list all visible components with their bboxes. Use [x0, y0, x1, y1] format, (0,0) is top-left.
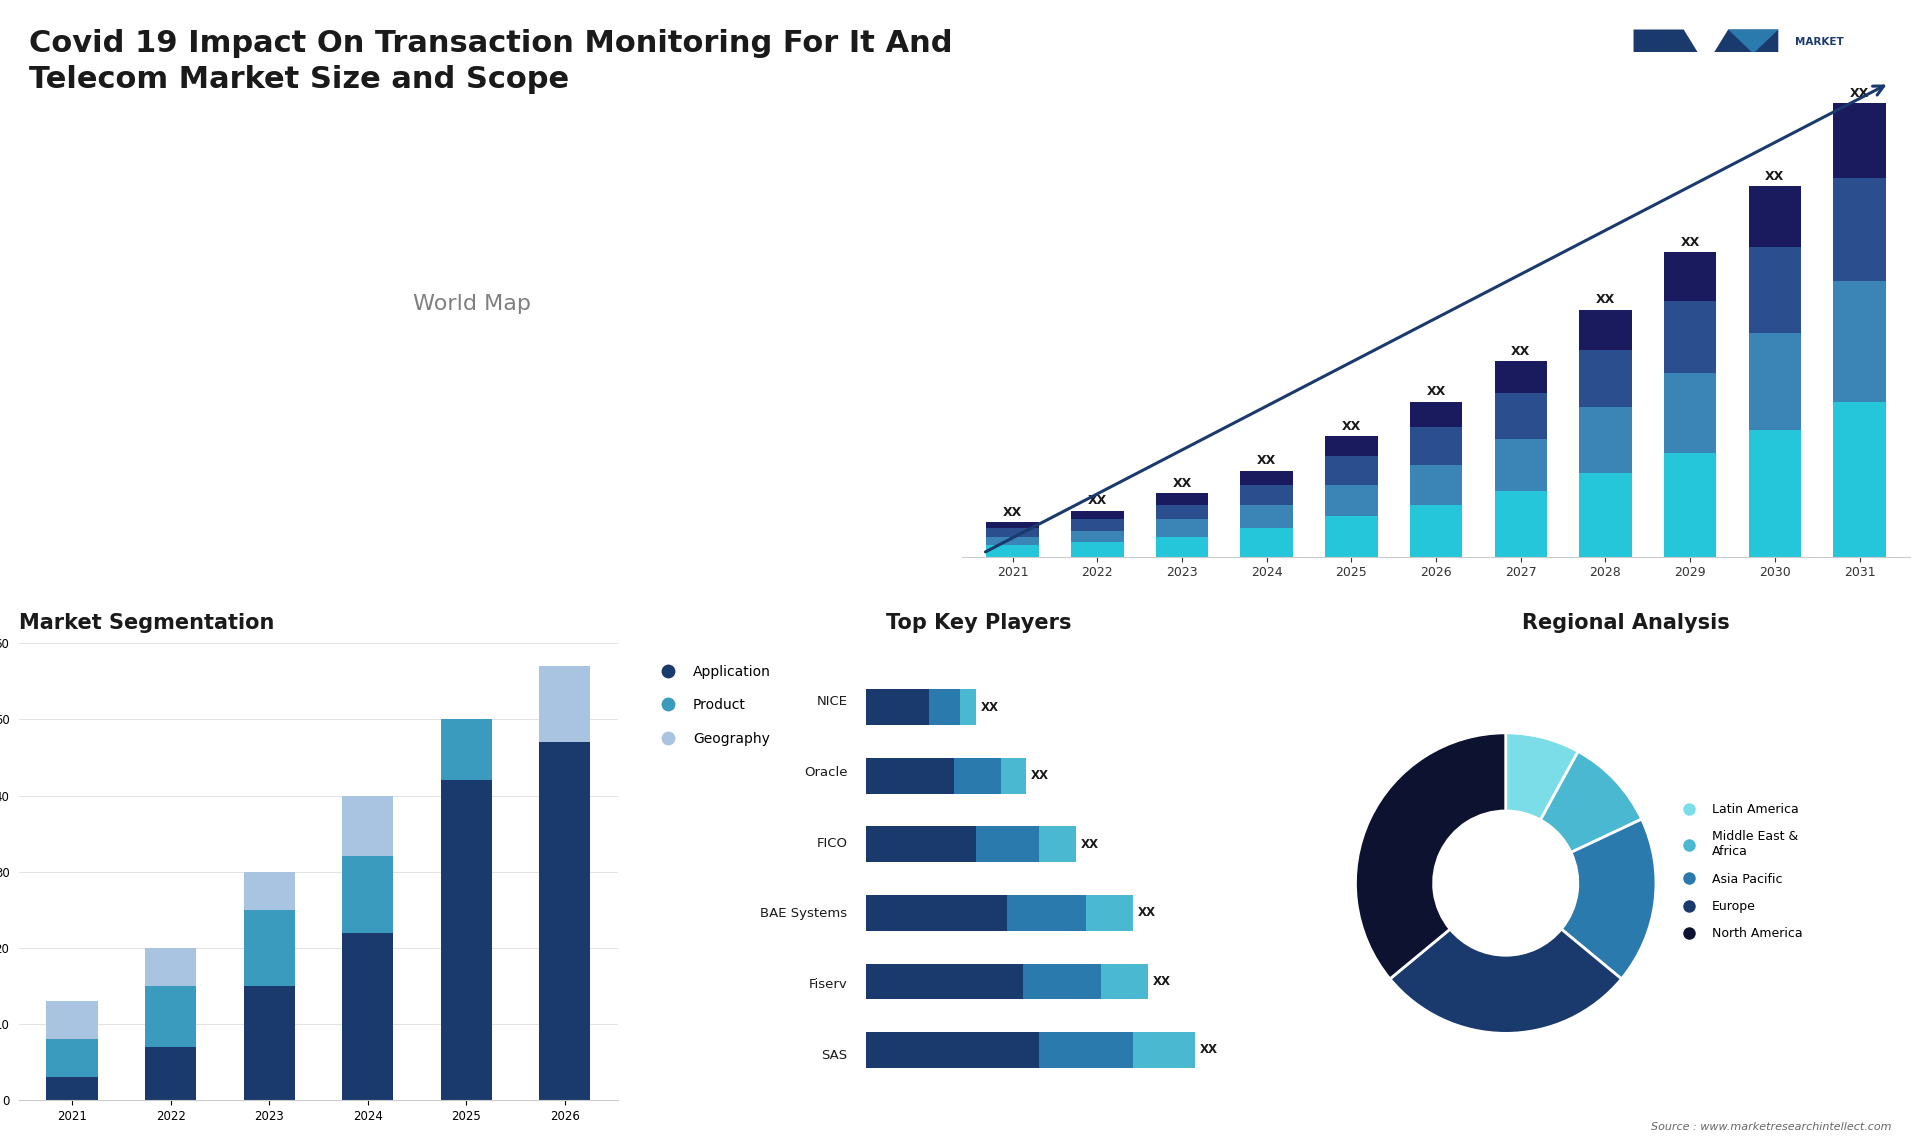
Polygon shape [1728, 30, 1778, 54]
Bar [1409, 401, 1463, 427]
Bar [442, 780, 492, 1100]
Bar [46, 1077, 98, 1100]
Bar [1749, 332, 1801, 431]
Title: Regional Analysis: Regional Analysis [1521, 613, 1730, 634]
Bar [46, 1039, 98, 1077]
Bar [1494, 439, 1548, 490]
Bar [1409, 465, 1463, 505]
Bar [540, 666, 591, 743]
Text: BAE Systems: BAE Systems [760, 908, 847, 920]
Bar [540, 743, 591, 1100]
Text: XX: XX [1258, 454, 1277, 468]
Bar [987, 528, 1039, 536]
Bar [987, 545, 1039, 557]
Text: XX: XX [1764, 170, 1784, 183]
Bar [1494, 490, 1548, 557]
Text: Fiserv: Fiserv [808, 979, 847, 991]
Bar [342, 856, 394, 933]
Text: Market Segmentation: Market Segmentation [19, 613, 275, 634]
Text: XX: XX [1002, 505, 1021, 519]
Bar [1240, 505, 1292, 528]
Bar [1325, 485, 1379, 517]
Bar [1580, 309, 1632, 350]
Text: INTELLECT: INTELLECT [1795, 85, 1857, 95]
Bar [342, 933, 394, 1100]
Bar [1834, 178, 1885, 281]
Bar [1325, 456, 1379, 485]
Bar [1156, 494, 1208, 505]
Bar [1749, 431, 1801, 557]
Bar [1834, 103, 1885, 178]
Bar [1665, 372, 1716, 454]
Bar [146, 1046, 196, 1100]
Text: NICE: NICE [816, 694, 847, 708]
Bar [1665, 252, 1716, 301]
Bar [1580, 473, 1632, 557]
Bar [1071, 511, 1123, 519]
Bar [1834, 401, 1885, 557]
Bar [987, 523, 1039, 528]
Bar [1325, 517, 1379, 557]
Bar [46, 1002, 98, 1039]
Text: FICO: FICO [816, 837, 847, 849]
Text: Source : www.marketresearchintellect.com: Source : www.marketresearchintellect.com [1651, 1122, 1891, 1132]
Bar [1494, 393, 1548, 439]
Bar [1665, 454, 1716, 557]
Text: MARKET: MARKET [1795, 37, 1843, 47]
Bar [1156, 519, 1208, 536]
Text: RESEARCH: RESEARCH [1795, 61, 1857, 71]
Bar [1494, 361, 1548, 393]
Bar [1325, 437, 1379, 456]
Text: XX: XX [1173, 477, 1192, 490]
Bar [1071, 542, 1123, 557]
Bar [1240, 471, 1292, 485]
Text: Covid 19 Impact On Transaction Monitoring For It And
Telecom Market Size and Sco: Covid 19 Impact On Transaction Monitorin… [29, 29, 952, 94]
Legend: Application, Product, Geography: Application, Product, Geography [649, 659, 776, 752]
Text: XX: XX [1427, 385, 1446, 398]
Bar [244, 872, 296, 910]
Text: XX: XX [1087, 494, 1108, 508]
Text: XX: XX [1342, 419, 1361, 433]
Bar [1665, 301, 1716, 372]
Bar [1071, 531, 1123, 542]
Bar [146, 986, 196, 1046]
Bar [244, 986, 296, 1100]
Bar [1071, 519, 1123, 531]
Text: SAS: SAS [822, 1049, 847, 1062]
Bar [1409, 505, 1463, 557]
Bar [1580, 350, 1632, 408]
Bar [1156, 505, 1208, 519]
Bar [1749, 187, 1801, 246]
Bar [1240, 485, 1292, 505]
Text: XX: XX [1680, 236, 1699, 249]
Bar [987, 536, 1039, 545]
Bar [1409, 427, 1463, 465]
Text: XX: XX [1596, 293, 1615, 306]
Title: Top Key Players: Top Key Players [887, 613, 1071, 634]
Bar [342, 795, 394, 856]
Bar [244, 910, 296, 986]
Text: Oracle: Oracle [804, 766, 847, 779]
Bar [442, 720, 492, 780]
Text: XX: XX [1511, 345, 1530, 358]
Bar [1580, 408, 1632, 473]
Text: World Map: World Map [413, 295, 532, 314]
Bar [146, 948, 196, 986]
Text: XX: XX [1851, 87, 1870, 100]
Bar [1240, 528, 1292, 557]
Bar [1834, 281, 1885, 401]
Bar [1749, 246, 1801, 332]
Polygon shape [1634, 30, 1778, 113]
Bar [1156, 536, 1208, 557]
Legend: Latin America, Middle East &
Africa, Asia Pacific, Europe, North America: Latin America, Middle East & Africa, Asi… [1672, 798, 1807, 945]
